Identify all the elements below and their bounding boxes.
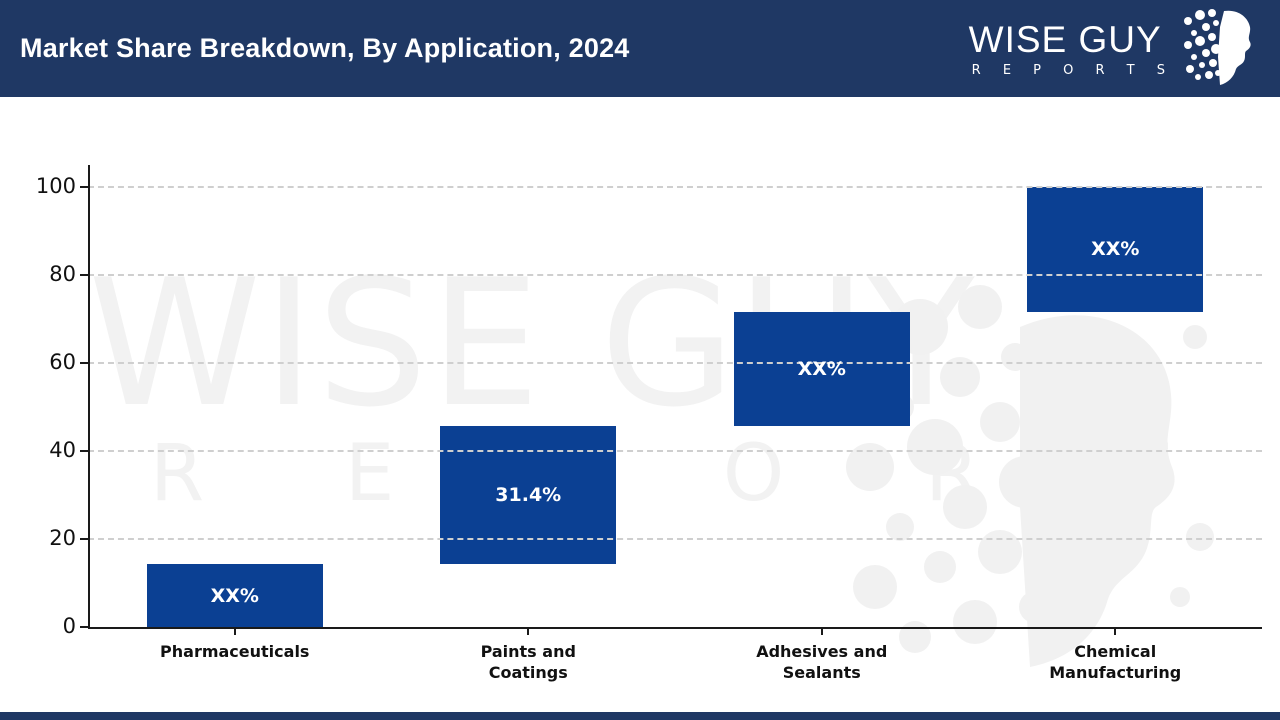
- y-axis-tick-label-60: 60: [49, 350, 76, 374]
- y-axis-tick-label-40: 40: [49, 438, 76, 462]
- brand-logo: WISE GUY R E P O R T S: [969, 7, 1254, 91]
- gridline-80: [88, 274, 1262, 276]
- y-axis-line: [88, 165, 90, 627]
- y-axis-tick-label-100: 100: [35, 174, 76, 198]
- gridline-20: [88, 538, 1262, 540]
- x-axis-category-label-paints-and-coatings: Paints and Coatings: [480, 642, 576, 682]
- y-axis-tick-mark-0: [80, 626, 88, 628]
- x-axis-tick-mark-paints-and-coatings: [527, 627, 530, 635]
- bar-value-label-chemical-manufacturing: XX%: [1091, 238, 1140, 261]
- x-axis-tick-mark-adhesives-and-sealants: [820, 627, 823, 635]
- bar-paints-and-coatings: [440, 425, 617, 565]
- bar-chemical-manufacturing: [1027, 187, 1204, 312]
- x-axis-category-label-chemical-manufacturing: Chemical Manufacturing: [1049, 642, 1182, 682]
- x-axis-line: [88, 627, 1262, 629]
- brand-name: WISE GUY: [968, 18, 1162, 60]
- y-axis-tick-label-20: 20: [49, 526, 76, 550]
- bar-adhesives-and-sealants: [733, 311, 910, 426]
- bar-pharmaceuticals: [146, 564, 323, 627]
- dotted-face-logo-icon: [1180, 7, 1254, 91]
- header-bar: Market Share Breakdown, By Application, …: [0, 0, 1280, 97]
- gridline-40: [88, 450, 1262, 452]
- y-axis-tick-mark-80: [80, 274, 88, 276]
- brand-logo-text: WISE GUY R E P O R T S: [969, 21, 1174, 77]
- chart-area: WISE GUY R E P O R T S 020406080100XX%Ph…: [0, 97, 1280, 712]
- bar-value-label-pharmaceuticals: XX%: [210, 584, 259, 607]
- page-title: Market Share Breakdown, By Application, …: [20, 33, 630, 63]
- y-axis-tick-mark-40: [80, 450, 88, 452]
- y-axis-tick-label-80: 80: [49, 262, 76, 286]
- x-axis-tick-mark-chemical-manufacturing: [1114, 627, 1117, 635]
- y-axis-tick-mark-20: [80, 538, 88, 540]
- x-axis-category-label-adhesives-and-sealants: Adhesives and Sealants: [756, 642, 888, 682]
- bar-value-label-paints-and-coatings: 31.4%: [495, 484, 562, 506]
- footer-accent-bar: [0, 712, 1280, 720]
- y-axis-tick-mark-100: [80, 186, 88, 188]
- x-axis-tick-mark-pharmaceuticals: [233, 627, 236, 635]
- y-axis-tick-mark-60: [80, 362, 88, 364]
- bar-value-label-adhesives-and-sealants: XX%: [797, 357, 846, 380]
- gridline-60: [88, 362, 1262, 364]
- gridline-100: [88, 186, 1262, 188]
- brand-tagline: R E P O R T S: [971, 62, 1174, 78]
- x-axis-category-label-pharmaceuticals: Pharmaceuticals: [160, 642, 310, 661]
- y-axis-tick-label-0: 0: [62, 614, 76, 638]
